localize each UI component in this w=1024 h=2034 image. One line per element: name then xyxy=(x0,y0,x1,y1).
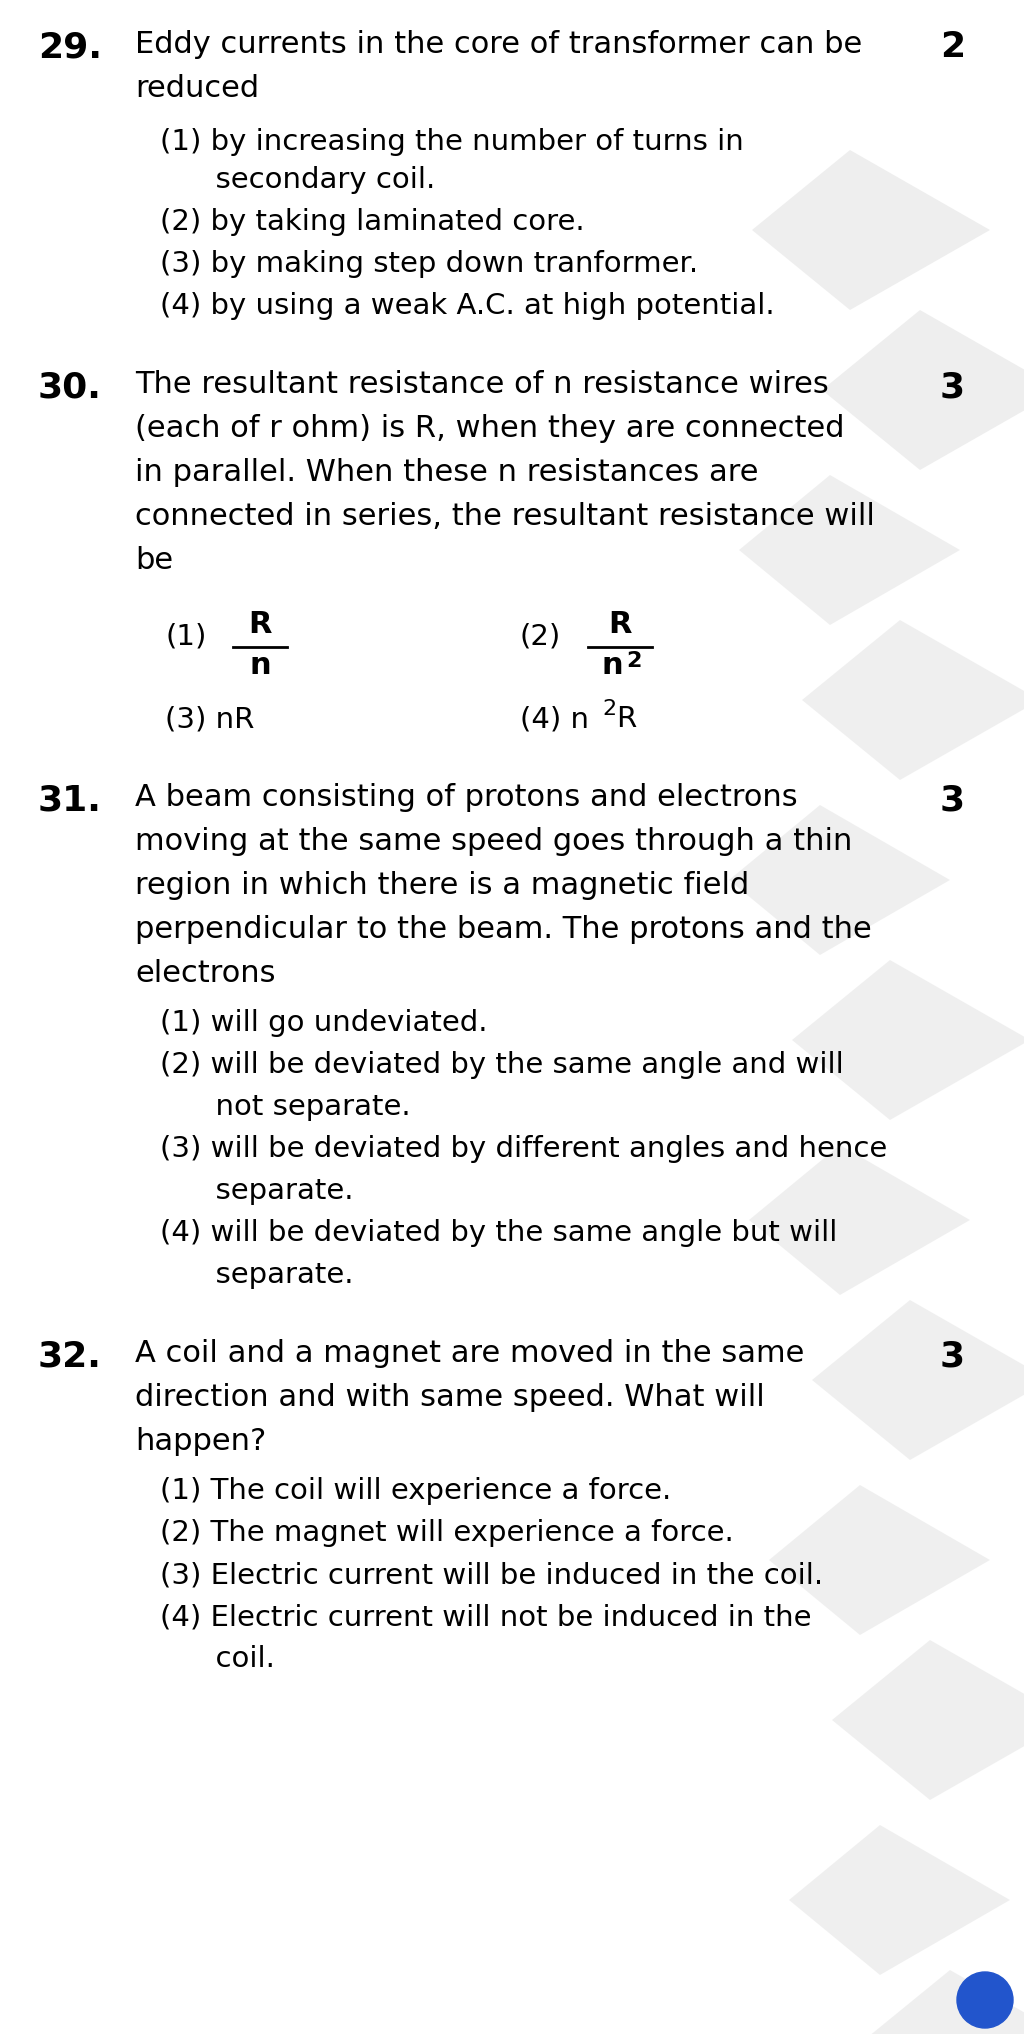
Text: in parallel. When these n resistances are: in parallel. When these n resistances ar… xyxy=(135,458,759,486)
Text: moving at the same speed goes through a thin: moving at the same speed goes through a … xyxy=(135,828,852,856)
Text: (1) will go undeviated.: (1) will go undeviated. xyxy=(160,1009,487,1037)
Text: The resultant resistance of n resistance wires: The resultant resistance of n resistance… xyxy=(135,370,828,399)
Text: n: n xyxy=(601,651,623,681)
Text: n: n xyxy=(249,651,270,681)
Text: R: R xyxy=(616,706,636,734)
Text: direction and with same speed. What will: direction and with same speed. What will xyxy=(135,1383,765,1412)
Text: 31.: 31. xyxy=(38,783,101,818)
Text: (4) by using a weak A.C. at high potential.: (4) by using a weak A.C. at high potenti… xyxy=(160,293,774,319)
Text: 2: 2 xyxy=(602,700,616,720)
Text: A coil and a magnet are moved in the same: A coil and a magnet are moved in the sam… xyxy=(135,1340,805,1369)
Text: perpendicular to the beam. The protons and the: perpendicular to the beam. The protons a… xyxy=(135,915,871,944)
Text: (2): (2) xyxy=(520,622,561,651)
Text: (1) by increasing the number of turns in: (1) by increasing the number of turns in xyxy=(160,128,743,157)
Text: Eddy currents in the core of transformer can be: Eddy currents in the core of transformer… xyxy=(135,31,862,59)
Circle shape xyxy=(957,1973,1013,2028)
Text: 30.: 30. xyxy=(38,370,101,405)
Text: connected in series, the resultant resistance will: connected in series, the resultant resis… xyxy=(135,502,874,531)
Text: (each of r ohm) is R, when they are connected: (each of r ohm) is R, when they are conn… xyxy=(135,415,845,443)
Text: R: R xyxy=(248,610,271,639)
Polygon shape xyxy=(729,805,950,956)
Polygon shape xyxy=(752,151,990,309)
Text: (4) n: (4) n xyxy=(520,706,589,734)
Text: (1) The coil will experience a force.: (1) The coil will experience a force. xyxy=(160,1477,672,1505)
Polygon shape xyxy=(812,1300,1024,1460)
Polygon shape xyxy=(822,309,1024,470)
Text: (3) Electric current will be induced in the coil.: (3) Electric current will be induced in … xyxy=(160,1562,823,1589)
Polygon shape xyxy=(852,1971,1024,2034)
Text: (4) Electric current will not be induced in the: (4) Electric current will not be induced… xyxy=(160,1603,811,1631)
Polygon shape xyxy=(749,1145,970,1296)
Text: region in which there is a magnetic field: region in which there is a magnetic fiel… xyxy=(135,871,750,901)
Text: (3) nR: (3) nR xyxy=(165,706,254,734)
Text: reduced: reduced xyxy=(135,73,259,104)
Text: 29.: 29. xyxy=(38,31,102,63)
Text: (2) The magnet will experience a force.: (2) The magnet will experience a force. xyxy=(160,1519,734,1548)
Polygon shape xyxy=(739,476,961,624)
Text: (4) will be deviated by the same angle but will: (4) will be deviated by the same angle b… xyxy=(160,1220,838,1247)
Text: (2) will be deviated by the same angle and will: (2) will be deviated by the same angle a… xyxy=(160,1052,844,1080)
Text: (1): (1) xyxy=(165,622,207,651)
Text: secondary coil.: secondary coil. xyxy=(160,167,435,193)
Text: 3: 3 xyxy=(940,1340,966,1373)
Text: separate.: separate. xyxy=(160,1178,353,1206)
Polygon shape xyxy=(790,1824,1010,1975)
Text: electrons: electrons xyxy=(135,960,275,989)
Text: 3: 3 xyxy=(940,370,966,405)
Text: A beam consisting of protons and electrons: A beam consisting of protons and electro… xyxy=(135,783,798,812)
Text: happen?: happen? xyxy=(135,1428,266,1456)
Text: separate.: separate. xyxy=(160,1261,353,1290)
Text: R: R xyxy=(608,610,632,639)
Text: (3) by making step down tranformer.: (3) by making step down tranformer. xyxy=(160,250,698,279)
Text: be: be xyxy=(135,545,173,576)
Text: not separate.: not separate. xyxy=(160,1094,411,1121)
Polygon shape xyxy=(792,960,1024,1121)
Text: 2: 2 xyxy=(940,31,966,63)
Text: 32.: 32. xyxy=(38,1340,101,1373)
Polygon shape xyxy=(802,620,1024,779)
Polygon shape xyxy=(769,1485,990,1635)
Text: 2: 2 xyxy=(627,651,642,671)
Text: (2) by taking laminated core.: (2) by taking laminated core. xyxy=(160,207,585,236)
Text: (3) will be deviated by different angles and hence: (3) will be deviated by different angles… xyxy=(160,1135,887,1163)
Text: 3: 3 xyxy=(940,783,966,818)
Text: coil.: coil. xyxy=(160,1646,274,1674)
Polygon shape xyxy=(831,1639,1024,1800)
